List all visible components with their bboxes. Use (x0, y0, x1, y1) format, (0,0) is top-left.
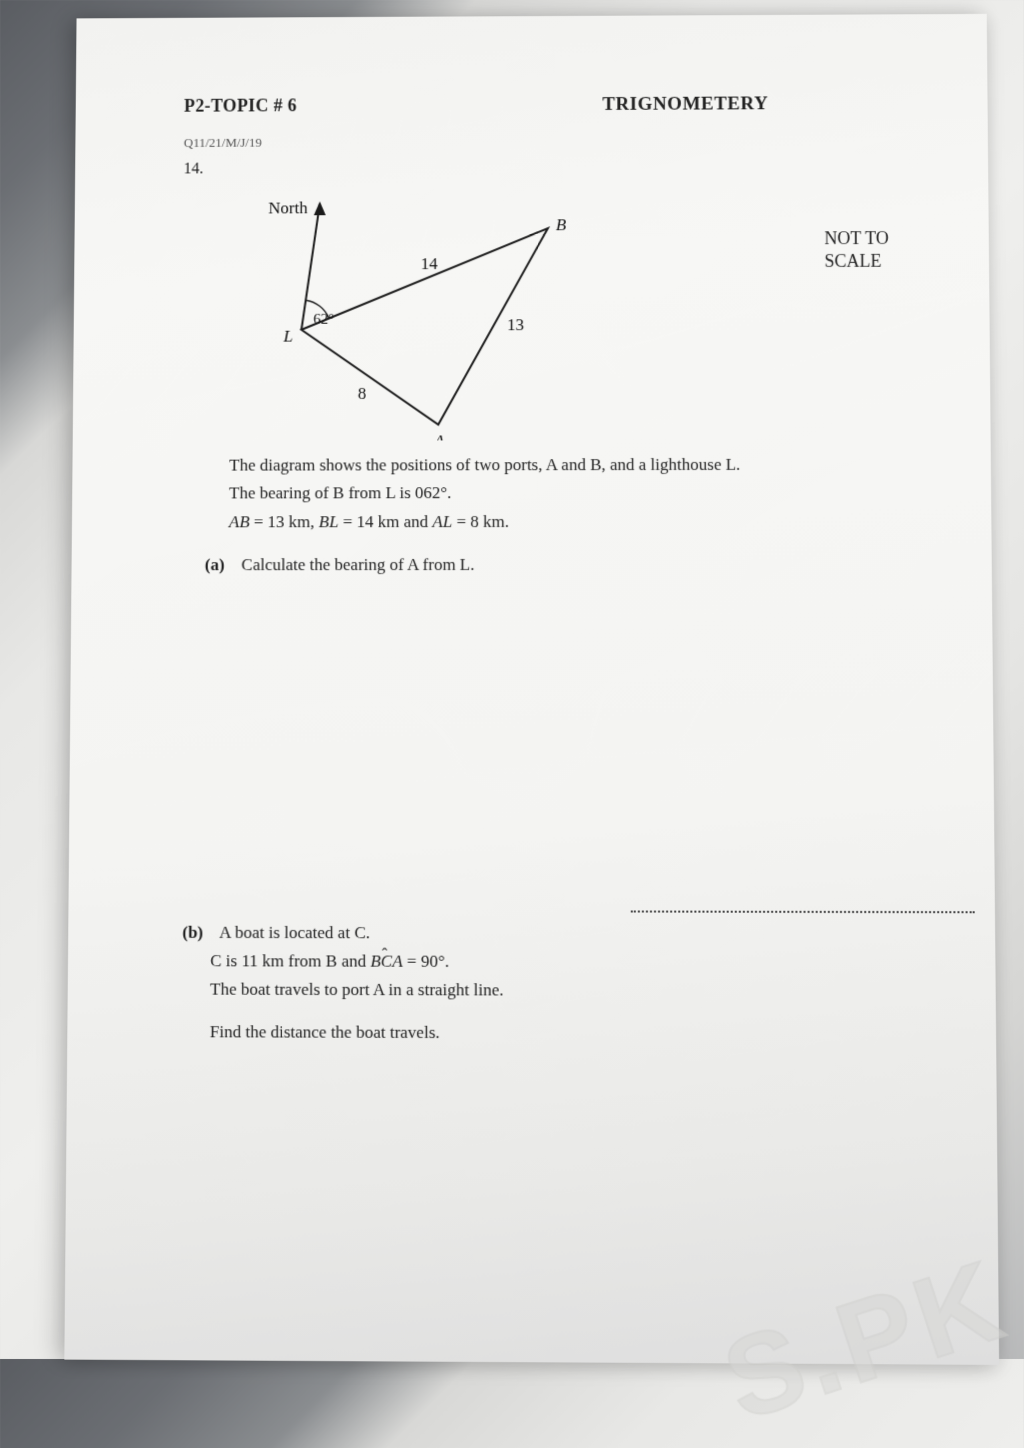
worksheet-page: P2-TOPIC # 6 TRIGNOMETERY Q11/21/M/J/19 … (64, 14, 999, 1365)
body-line3: AB = 13 km, BL = 14 km and AL = 8 km. (229, 508, 931, 535)
svg-text:8: 8 (358, 384, 367, 403)
triangle-diagram: North 62° L B A 14 13 8 NOT TO SCALE (182, 182, 931, 441)
part-b-line3: The boat travels to port A in a straight… (210, 976, 935, 1007)
scale-note: NOT TO SCALE (824, 227, 889, 274)
part-a: (a) Calculate the bearing of A from L. (205, 555, 932, 575)
part-b: (b) A boat is located at C. C is 11 km f… (182, 919, 936, 1049)
question-number: 14. (184, 158, 929, 179)
scale-note-line2: SCALE (824, 250, 889, 273)
part-b-line4: Find the distance the boat travels. (210, 1018, 936, 1049)
part-a-text: Calculate the bearing of A from L. (241, 555, 474, 574)
part-b-line2: C is 11 km from B and BˆCA = 90°. (210, 947, 935, 977)
svg-text:North: North (268, 198, 308, 217)
paper-reference: Q11/21/M/J/19 (184, 132, 928, 151)
svg-text:14: 14 (421, 254, 438, 273)
diagram-svg: North 62° L B A 14 13 8 (182, 182, 740, 441)
workspace-gap (179, 575, 935, 908)
part-b-line1: A boat is located at C. (219, 923, 370, 943)
watermark: S.PK (709, 1233, 1022, 1446)
part-a-label: (a) (205, 555, 225, 574)
scale-note-line1: NOT TO (824, 227, 889, 250)
svg-text:A: A (433, 431, 445, 440)
svg-text:13: 13 (507, 315, 524, 334)
topic-label: P2-TOPIC # 6 (184, 96, 297, 118)
body-line2: The bearing of B from L is 062°. (229, 480, 931, 507)
answer-line-a (631, 910, 975, 913)
question-body: The diagram shows the positions of two p… (229, 452, 931, 536)
page-title: TRIGNOMETERY (602, 93, 768, 115)
body-line1: The diagram shows the positions of two p… (229, 452, 931, 479)
part-b-label: (b) (182, 923, 203, 942)
header-row: P2-TOPIC # 6 TRIGNOMETERY (184, 93, 928, 118)
svg-text:62°: 62° (313, 312, 334, 328)
svg-text:B: B (556, 215, 566, 234)
svg-text:L: L (283, 327, 293, 346)
